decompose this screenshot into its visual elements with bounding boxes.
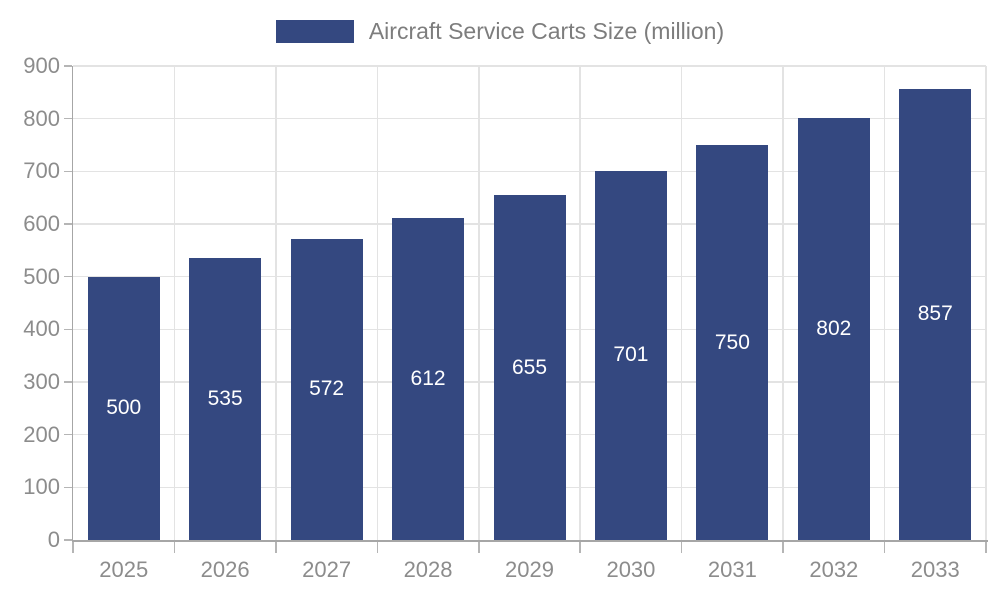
bar-value-label-2028: 612	[410, 366, 446, 390]
bar-2032: 802	[797, 117, 870, 540]
gridline-x-8	[883, 66, 886, 540]
xtick-7	[782, 541, 784, 553]
y-axis-label-800: 800	[23, 105, 60, 131]
legend: Aircraft Service Carts Size (million)	[0, 18, 1000, 45]
bar-value-label-2030: 701	[613, 343, 649, 367]
ytick-500	[63, 275, 72, 278]
y-axis-label-400: 400	[23, 316, 60, 342]
gridline-x-9	[985, 66, 987, 540]
bar-value-label-2033: 857	[917, 302, 953, 326]
bar-2025: 500	[87, 276, 160, 540]
ytick-700	[63, 170, 72, 173]
gridline-x-7	[782, 66, 784, 540]
x-axis-label-2028: 2028	[403, 557, 453, 582]
gridline-x-5	[579, 66, 581, 540]
y-axis-label-300: 300	[23, 369, 60, 394]
gridline-x-1	[173, 66, 176, 540]
xtick-4	[478, 541, 480, 553]
xtick-9	[985, 541, 987, 553]
bar-value-label-2027: 572	[309, 377, 345, 401]
gridline-y-900	[73, 65, 986, 67]
xtick-8	[883, 541, 886, 553]
gridline-y-700	[73, 170, 986, 173]
legend-swatch	[275, 20, 354, 43]
gridline-x-6	[680, 66, 683, 540]
bar-value-label-2026: 535	[207, 387, 243, 411]
gridline-y-800	[73, 117, 986, 120]
xtick-0	[72, 541, 74, 553]
bar-value-label-2029: 655	[511, 355, 548, 379]
y-axis-label-200: 200	[23, 421, 60, 447]
bar-value-label-2031: 750	[714, 330, 750, 354]
x-axis-label-2032: 2032	[809, 557, 859, 582]
ytick-200	[63, 433, 72, 436]
bar-2026: 535	[189, 258, 262, 540]
ytick-300	[63, 381, 72, 383]
x-axis-label-2026: 2026	[200, 557, 250, 582]
xtick-6	[680, 541, 683, 553]
xtick-3	[376, 541, 379, 553]
y-axis-label-600: 600	[23, 211, 60, 236]
y-axis-label-700: 700	[23, 158, 60, 184]
y-axis-label-0: 0	[47, 527, 60, 552]
x-axis-label-2030: 2030	[606, 557, 656, 582]
xtick-2	[275, 541, 277, 553]
y-axis-label-900: 900	[23, 53, 60, 78]
ytick-600	[63, 223, 72, 225]
ytick-100	[63, 486, 72, 489]
xtick-5	[579, 541, 581, 553]
bar-2031: 750	[696, 145, 769, 540]
legend-label: Aircraft Service Carts Size (million)	[368, 18, 725, 44]
gridline-x-4	[478, 66, 480, 540]
bar-2030: 701	[594, 170, 667, 540]
bar-value-label-2025: 500	[106, 396, 142, 420]
x-axis-line	[71, 540, 988, 542]
gridline-x-3	[376, 66, 379, 540]
y-axis-label-100: 100	[23, 474, 60, 500]
x-axis-label-2029: 2029	[505, 557, 554, 582]
ytick-800	[63, 117, 72, 120]
x-axis-label-2031: 2031	[707, 557, 757, 582]
ytick-900	[63, 65, 72, 67]
bar-2027: 572	[290, 238, 363, 540]
bar-2029: 655	[493, 195, 566, 540]
bar-value-label-2032: 802	[816, 316, 852, 340]
x-axis-label-2027: 2027	[302, 557, 352, 582]
x-axis-label-2025: 2025	[99, 557, 149, 582]
bar-2028: 612	[392, 217, 465, 540]
y-axis-line	[71, 66, 73, 540]
y-axis-label-500: 500	[23, 263, 60, 289]
x-axis-label-2033: 2033	[910, 557, 960, 582]
ytick-0	[63, 539, 72, 541]
plot-area: 0 100 200 300 400 500 600 700 800 900 500 2025 535 20…	[23, 53, 988, 582]
ytick-400	[63, 328, 72, 331]
gridline-x-2	[275, 66, 277, 540]
xtick-1	[173, 541, 176, 553]
bar-2033: 857	[899, 88, 972, 540]
